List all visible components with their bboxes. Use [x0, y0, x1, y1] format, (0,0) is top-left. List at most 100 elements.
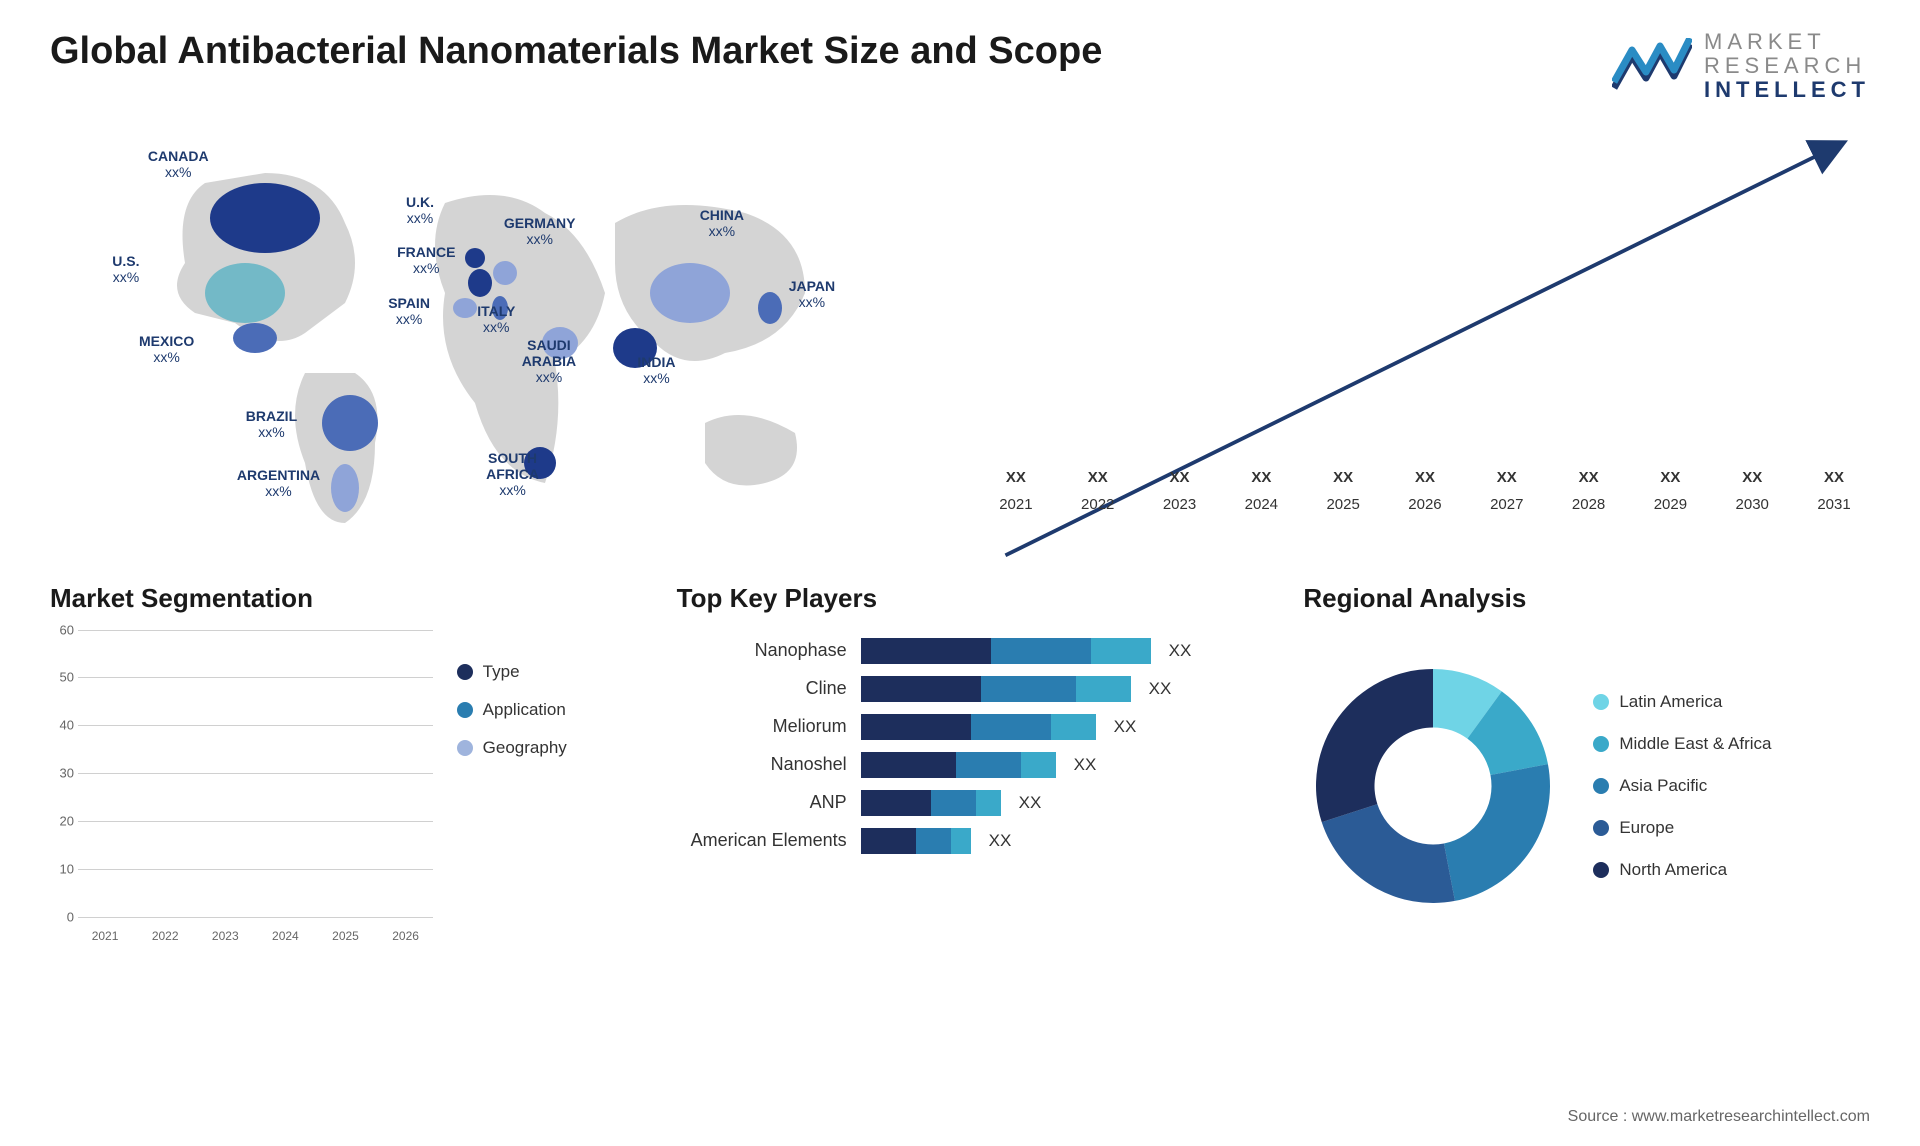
growth-bar: XX 2025	[1307, 469, 1379, 513]
key-players-title: Top Key Players	[677, 583, 1244, 614]
key-player-name: Cline	[677, 678, 847, 699]
growth-bars: XX2021XX2022XX2023XX2024XX2025XX2026XX20…	[980, 163, 1870, 513]
segmentation-xlabel: 2026	[379, 929, 433, 943]
logo-line3: INTELLECT	[1704, 78, 1870, 102]
growth-bar-year: 2030	[1736, 496, 1769, 513]
growth-bar-year: 2021	[999, 496, 1032, 513]
key-player-name: American Elements	[677, 830, 847, 851]
key-player-row: American Elements XX	[677, 828, 1244, 854]
growth-bar: XX 2030	[1716, 469, 1788, 513]
key-player-value: XX	[1019, 793, 1042, 813]
key-player-name: ANP	[677, 792, 847, 813]
segmentation-title: Market Segmentation	[50, 583, 617, 614]
key-player-value: XX	[1114, 717, 1137, 737]
key-player-row: Cline XX	[677, 676, 1244, 702]
key-player-value: XX	[1074, 755, 1097, 775]
segmentation-xlabel: 2021	[78, 929, 132, 943]
growth-chart-panel: XX2021XX2022XX2023XX2024XX2025XX2026XX20…	[980, 123, 1870, 543]
map-label: GERMANYxx%	[504, 215, 576, 247]
legend-item: Middle East & Africa	[1593, 734, 1771, 754]
key-player-row: Meliorum XX	[677, 714, 1244, 740]
key-players-panel: Top Key Players NanophaseXXClineXXMelior…	[677, 583, 1244, 943]
key-player-name: Nanoshel	[677, 754, 847, 775]
regional-title: Regional Analysis	[1303, 583, 1870, 614]
legend-item: North America	[1593, 860, 1771, 880]
growth-bar-year: 2028	[1572, 496, 1605, 513]
growth-chart: XX2021XX2022XX2023XX2024XX2025XX2026XX20…	[980, 123, 1870, 543]
growth-bar-value: XX	[1742, 469, 1762, 486]
map-label: SAUDIARABIAxx%	[522, 337, 576, 385]
map-label: U.K.xx%	[406, 194, 434, 226]
key-player-value: XX	[1169, 641, 1192, 661]
segmentation-panel: Market Segmentation 0102030405060 202120…	[50, 583, 617, 943]
brand-logo: MARKET RESEARCH INTELLECT	[1612, 30, 1870, 103]
map-label: CANADAxx%	[148, 148, 209, 180]
growth-bar-year: 2031	[1817, 496, 1850, 513]
key-player-name: Meliorum	[677, 716, 847, 737]
segmentation-legend: Type Application Geography	[457, 630, 617, 943]
growth-bar-value: XX	[1333, 469, 1353, 486]
growth-bar: XX2023	[1144, 469, 1216, 513]
growth-bar-value: XX	[1415, 469, 1435, 486]
map-label: MEXICOxx%	[139, 333, 194, 365]
world-map-panel: CANADAxx%U.S.xx%MEXICOxx%BRAZILxx%ARGENT…	[50, 123, 940, 543]
donut-segment	[1316, 669, 1433, 822]
source-text: Source : www.marketresearchintellect.com	[1568, 1108, 1870, 1126]
key-players-chart: NanophaseXXClineXXMeliorumXXNanoshelXXAN…	[677, 630, 1244, 943]
growth-bar-year: 2022	[1081, 496, 1114, 513]
growth-bar-year: 2024	[1245, 496, 1278, 513]
segmentation-xlabel: 2023	[198, 929, 252, 943]
growth-bar-value: XX	[1660, 469, 1680, 486]
legend-item: Application	[457, 700, 617, 720]
key-player-row: ANP XX	[677, 790, 1244, 816]
growth-bar: XX 2027	[1471, 469, 1543, 513]
page-title: Global Antibacterial Nanomaterials Marke…	[50, 30, 1102, 73]
growth-bar: XX 2024	[1225, 469, 1297, 513]
growth-bar-year: 2026	[1408, 496, 1441, 513]
regional-donut-chart	[1303, 656, 1563, 916]
legend-item: Europe	[1593, 818, 1771, 838]
legend-item: Latin America	[1593, 692, 1771, 712]
growth-bar-value: XX	[1824, 469, 1844, 486]
segmentation-xlabel: 2024	[258, 929, 312, 943]
growth-bar-year: 2027	[1490, 496, 1523, 513]
logo-text: MARKET RESEARCH INTELLECT	[1704, 30, 1870, 103]
growth-bar: XX 2022	[1062, 469, 1134, 513]
growth-bar: XX 2031	[1798, 469, 1870, 513]
segmentation-xlabel: 2025	[318, 929, 372, 943]
legend-item: Asia Pacific	[1593, 776, 1771, 796]
key-player-name: Nanophase	[677, 640, 847, 661]
growth-bar-value: XX	[1170, 469, 1190, 486]
key-player-value: XX	[989, 831, 1012, 851]
map-label: CHINAxx%	[700, 207, 744, 239]
growth-bar-value: XX	[1006, 469, 1026, 486]
key-player-row: Nanoshel XX	[677, 752, 1244, 778]
key-player-value: XX	[1149, 679, 1172, 699]
growth-bar: XX 2029	[1635, 469, 1707, 513]
growth-bar: XX 2028	[1553, 469, 1625, 513]
logo-line2: RESEARCH	[1704, 54, 1870, 78]
donut-segment	[1322, 804, 1455, 903]
logo-line1: MARKET	[1704, 30, 1870, 54]
growth-bar-value: XX	[1497, 469, 1517, 486]
logo-mark-icon	[1612, 38, 1692, 94]
growth-bar-value: XX	[1579, 469, 1599, 486]
growth-bar-value: XX	[1251, 469, 1271, 486]
key-player-row: Nanophase XX	[677, 638, 1244, 664]
map-label: SPAINxx%	[388, 295, 430, 327]
map-label: SOUTHAFRICAxx%	[486, 450, 539, 498]
legend-item: Geography	[457, 738, 617, 758]
map-label: ITALYxx%	[477, 303, 515, 335]
map-label: FRANCExx%	[397, 244, 455, 276]
segmentation-xlabel: 2022	[138, 929, 192, 943]
legend-item: Type	[457, 662, 617, 682]
growth-bar-year: 2029	[1654, 496, 1687, 513]
map-label: ARGENTINAxx%	[237, 467, 320, 499]
growth-bar-year: 2025	[1326, 496, 1359, 513]
growth-bar: XX 2021	[980, 469, 1052, 513]
growth-bar-value: XX	[1088, 469, 1108, 486]
segmentation-chart: 0102030405060 202120222023202420252026	[50, 630, 433, 943]
map-label: JAPANxx%	[789, 278, 835, 310]
regional-panel: Regional Analysis Latin America Middle Ea…	[1303, 583, 1870, 943]
top-row: CANADAxx%U.S.xx%MEXICOxx%BRAZILxx%ARGENT…	[50, 123, 1870, 543]
